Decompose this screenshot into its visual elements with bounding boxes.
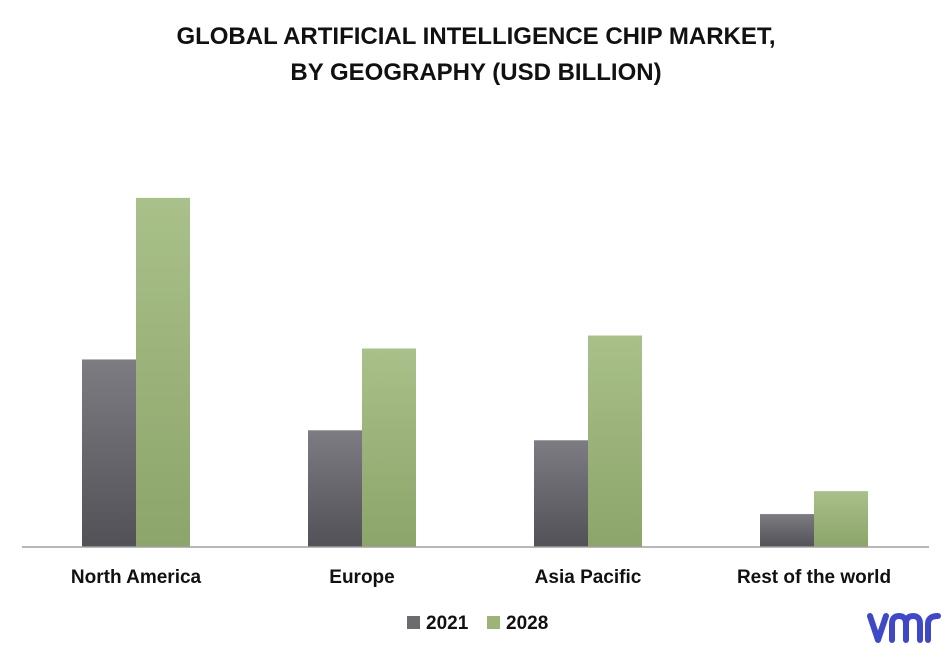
bar-2028-europe <box>362 348 416 547</box>
category-labels: North America Europe Asia Pacific Rest of t… <box>71 567 891 588</box>
legend-label-2021: 2021 <box>426 613 469 634</box>
vmr-logo <box>867 613 941 643</box>
x-tick-label: Europe <box>329 567 394 588</box>
chart-title-line-2: BY GEOGRAPHY (USD BILLION) <box>290 59 661 86</box>
x-tick-label: Asia Pacific <box>535 567 642 588</box>
bar-2021-europe <box>308 430 362 547</box>
legend-swatch-2028 <box>487 616 500 629</box>
bar-2028-asia-pacific <box>588 335 642 547</box>
x-tick-label: North America <box>71 567 202 588</box>
bar-2021-north-america <box>82 359 136 547</box>
bar-2021-asia-pacific <box>534 440 588 547</box>
legend-swatch-2021 <box>407 616 420 629</box>
legend: 2021 2028 <box>407 613 548 634</box>
bar-2021-rest-of-the-world <box>760 514 814 547</box>
bars-group <box>82 197 868 547</box>
bar-2028-north-america <box>136 197 190 547</box>
bar-2028-rest-of-the-world <box>814 491 868 547</box>
chart-title-line-1: GLOBAL ARTIFICIAL INTELLIGENCE CHIP MARK… <box>176 23 775 50</box>
legend-label-2028: 2028 <box>506 613 548 634</box>
x-tick-label: Rest of the world <box>737 567 891 588</box>
